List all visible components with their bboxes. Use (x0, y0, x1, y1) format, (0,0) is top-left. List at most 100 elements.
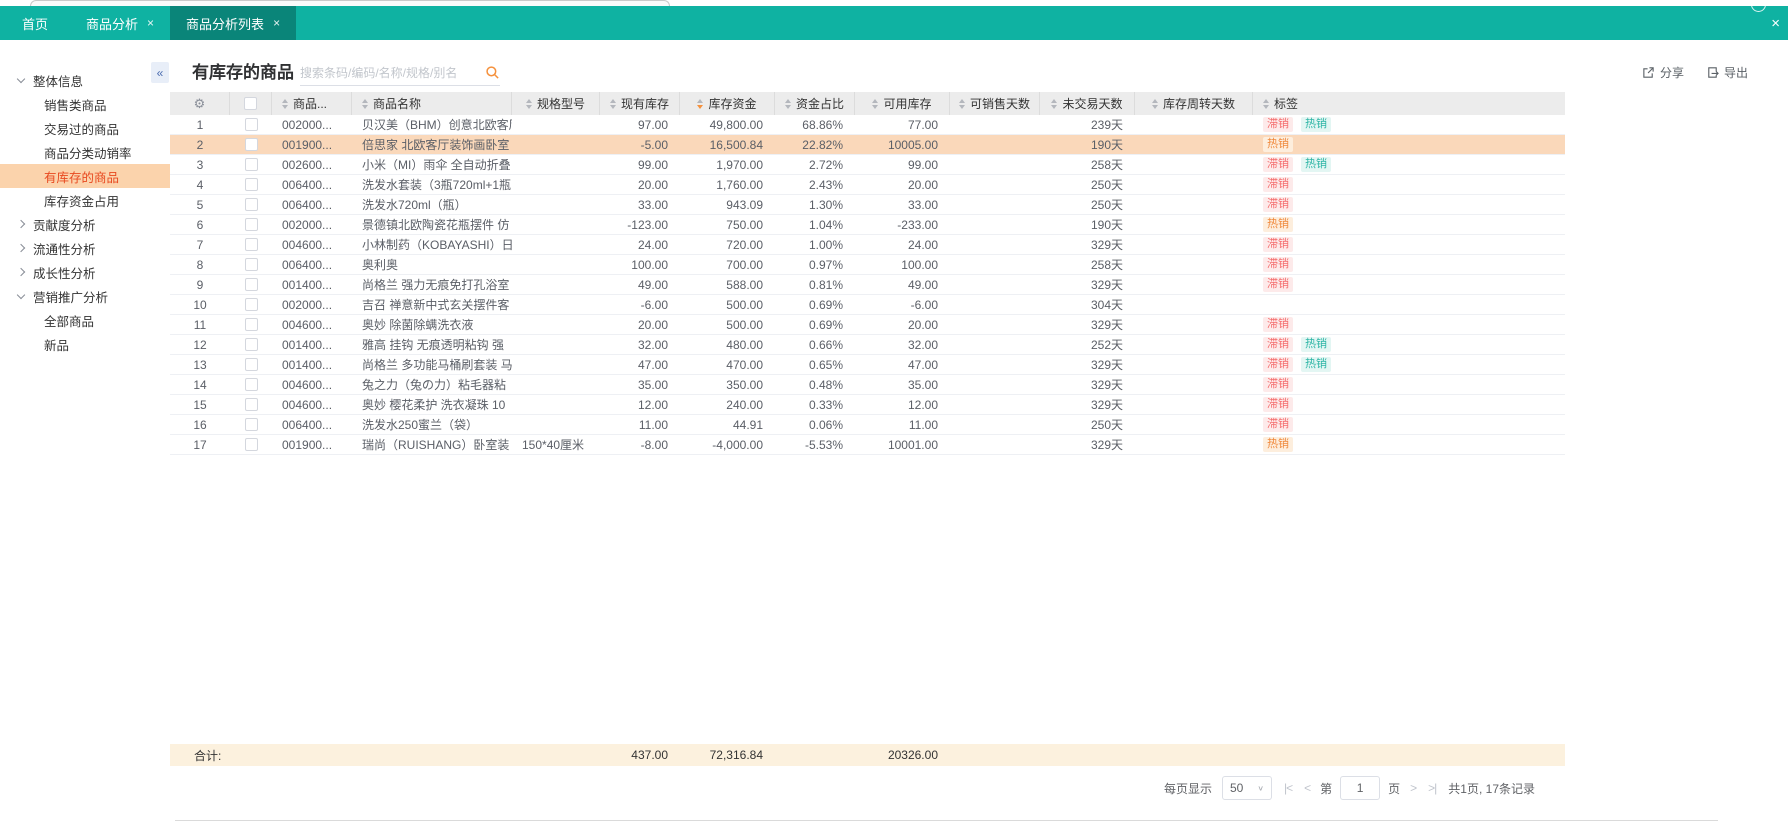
table-row[interactable]: 8 006400... 奥利奥 100.00 700.00 0.97% 100.00 258天… (170, 255, 1565, 275)
cell-available: 99.00 (907, 157, 938, 172)
sidebar-item-label: 整体信息 (33, 74, 84, 89)
sidebar-item[interactable]: 整体信息 (0, 68, 170, 92)
row-checkbox[interactable] (244, 438, 258, 451)
cell-available: 77.00 (907, 117, 938, 132)
column-header-ratio[interactable]: 资金占比 (775, 92, 855, 115)
export-button[interactable]: 导出 (1706, 64, 1748, 81)
table-row[interactable]: 9 001400... 尚格兰 强力无痕免打孔浴室 49.00 588.00 0.81% 4… (170, 275, 1565, 295)
cell-tags: 滞销 热销 (1253, 355, 1565, 374)
column-header-code[interactable]: 商品... (272, 92, 352, 115)
cell-tags: 滞销 热销 (1253, 155, 1565, 174)
prev-page-icon[interactable]: < (1304, 781, 1311, 795)
table-row[interactable]: 17 001900... 瑞尚（RUISHANG）卧室装 150*40厘米 -8.00 -… (170, 435, 1565, 455)
table-row[interactable]: 4 006400... 洗发水套装（3瓶720ml+1瓶 20.00 1,760.00 2… (170, 175, 1565, 195)
tag-badge: 滞销 (1263, 397, 1293, 412)
cell-tags: 滞销 (1253, 175, 1565, 194)
sidebar-item[interactable]: 流通性分析 (0, 236, 170, 260)
sidebar-item[interactable]: 库存资金占用 (0, 188, 170, 212)
tab-close-icon[interactable]: × (273, 16, 281, 30)
top-nav-bar: 首页 商品分析 × 商品分析列表 × × (0, 0, 1788, 40)
column-header-tags[interactable]: 标签 (1253, 92, 1565, 115)
table-header-row: ⚙ 商品... 商品名称 规格型号 现有库存 库存资金 资金占比 可用库存 可销售天数 未交易天数… (170, 92, 1565, 115)
row-checkbox[interactable] (244, 258, 258, 271)
sidebar-item-label: 商品分类动销率 (44, 146, 132, 161)
column-header-name[interactable]: 商品名称 (352, 92, 512, 115)
row-checkbox[interactable] (244, 338, 258, 351)
sidebar-item[interactable]: 贡献度分析 (0, 212, 170, 236)
cell-funds: 500.00 (726, 317, 763, 332)
sidebar-item[interactable]: 营销推广分析 (0, 284, 170, 308)
next-page-icon[interactable]: > (1410, 781, 1417, 795)
sidebar-item[interactable]: 成长性分析 (0, 260, 170, 284)
cell-tags: 滞销 (1253, 315, 1565, 334)
table-row[interactable]: 7 004600... 小林制药（KOBAYASHI）日 24.00 720.00 1.0… (170, 235, 1565, 255)
column-header-funds[interactable]: 库存资金 (680, 92, 775, 115)
table-row[interactable]: 15 004600... 奥妙 樱花柔护 洗衣凝珠 10 12.00 240.00 0.3… (170, 395, 1565, 415)
row-checkbox[interactable] (244, 398, 258, 411)
cell-ratio: 0.33% (808, 397, 843, 412)
cell-ratio: 0.69% (808, 317, 843, 332)
row-checkbox[interactable] (244, 118, 258, 131)
row-checkbox[interactable] (244, 298, 258, 311)
row-checkbox[interactable] (244, 218, 258, 231)
table-row[interactable]: 12 001400... 雅高 挂钩 无痕透明粘钩 强 32.00 480.00 0.66… (170, 335, 1565, 355)
column-header-check[interactable] (230, 92, 272, 115)
sidebar-item[interactable]: 商品分类动销率 (0, 140, 170, 164)
column-header-stock[interactable]: 现有库存 (600, 92, 680, 115)
nav-tab[interactable]: 商品分析列表 × (170, 6, 297, 40)
table-row[interactable]: 5 006400... 洗发水720ml（瓶） 33.00 943.09 1.30% 33.… (170, 195, 1565, 215)
table-row[interactable]: 13 001400... 尚格兰 多功能马桶刷套装 马 47.00 470.00 0.65… (170, 355, 1565, 375)
sort-down-icon (1263, 104, 1269, 109)
cell-name: 雅高 挂钩 无痕透明粘钩 强 (362, 338, 505, 352)
column-header-no_trade_days[interactable]: 未交易天数 (1040, 92, 1135, 115)
page-number-input[interactable] (1340, 776, 1381, 800)
browser-tab-remnant (30, 0, 670, 6)
column-header-turnover_days[interactable]: 库存周转天数 (1135, 92, 1253, 115)
table-row[interactable]: 14 004600... 兔之力（兔の力）粘毛器粘 35.00 350.00 0.48% 3… (170, 375, 1565, 395)
row-checkbox[interactable] (244, 358, 258, 371)
window-close-icon[interactable]: × (1771, 14, 1780, 32)
cell-stock: -5.00 (640, 137, 668, 152)
search-input[interactable] (300, 65, 481, 80)
share-icon (1643, 67, 1654, 78)
page-size-select[interactable]: 50 ∨ (1221, 776, 1272, 800)
sidebar-item[interactable]: 销售类商品 (0, 92, 170, 116)
sidebar-collapse-button[interactable]: « (151, 62, 169, 83)
column-header-spec[interactable]: 规格型号 (512, 92, 600, 115)
share-button[interactable]: 分享 (1642, 64, 1684, 81)
nav-tab[interactable]: 商品分析 × (70, 6, 170, 40)
cell-no_trade_days: 190天 (1090, 218, 1123, 232)
sort-down-icon (958, 104, 965, 109)
select-all-checkbox[interactable] (244, 97, 257, 110)
tab-close-icon[interactable]: × (147, 16, 155, 30)
first-page-icon[interactable]: |< (1283, 781, 1293, 795)
table-row[interactable]: 16 006400... 洗发水250蜜兰（袋） 11.00 44.91 0.06% 11.… (170, 415, 1565, 435)
sidebar-item-selected[interactable]: 有库存的商品 (0, 164, 170, 188)
gear-icon[interactable]: ⚙ (193, 95, 206, 111)
row-checkbox[interactable] (244, 318, 258, 331)
sidebar-item[interactable]: 新品 (0, 332, 170, 356)
cell-no_trade_days: 304天 (1090, 298, 1123, 312)
last-page-icon[interactable]: >| (1428, 781, 1437, 795)
row-checkbox[interactable] (244, 138, 258, 151)
row-checkbox[interactable] (244, 418, 258, 431)
nav-tab[interactable]: 首页 (0, 6, 70, 40)
column-header-sell_days[interactable]: 可销售天数 (950, 92, 1040, 115)
table-row[interactable]: 11 004600... 奥妙 除菌除螨洗衣液 20.00 500.00 0.69% 20.… (170, 315, 1565, 335)
row-checkbox[interactable] (244, 238, 258, 251)
table-row[interactable]: 10 002000... 吉召 禅意新中式玄关摆件客 -6.00 500.00 0.69%… (170, 295, 1565, 315)
row-checkbox[interactable] (244, 278, 258, 291)
row-checkbox[interactable] (244, 178, 258, 191)
sidebar-item[interactable]: 全部商品 (0, 308, 170, 332)
table-row[interactable]: 6 002000... 景德镇北欧陶瓷花瓶摆件 仿 -123.00 750.00 1.04… (170, 215, 1565, 235)
column-header-available[interactable]: 可用库存 (855, 92, 950, 115)
cell-name: 洗发水720ml（瓶） (362, 198, 467, 212)
row-checkbox[interactable] (244, 378, 258, 391)
table-row[interactable]: 1 002000... 贝汉美（BHM）创意北欧客厅 97.00 49,800.00 68… (170, 115, 1565, 135)
table-row[interactable]: 2 001900... 倍思家 北欧客厅装饰画卧室 -5.00 16,500.84 22.… (170, 135, 1565, 155)
sidebar-item[interactable]: 交易过的商品 (0, 116, 170, 140)
table-row[interactable]: 3 002600... 小米（MI）雨伞 全自动折叠 99.00 1,970.00 2.7… (170, 155, 1565, 175)
row-checkbox[interactable] (244, 198, 258, 211)
row-checkbox[interactable] (244, 158, 258, 171)
search-icon[interactable] (485, 65, 500, 80)
